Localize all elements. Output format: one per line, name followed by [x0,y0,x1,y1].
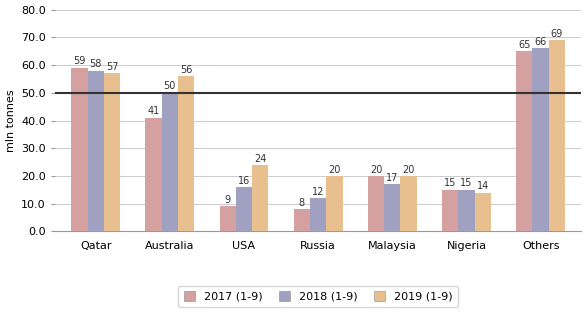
Text: 57: 57 [106,62,118,72]
Bar [442,190,458,232]
Bar [294,209,310,232]
Text: 56: 56 [180,65,193,75]
Bar [549,40,565,232]
Text: 66: 66 [535,37,546,47]
Bar [236,187,252,232]
Text: 15: 15 [444,178,456,189]
Bar [178,76,194,232]
Text: 24: 24 [254,154,266,163]
Bar [368,176,384,232]
Text: 41: 41 [147,106,160,116]
Text: 17: 17 [386,173,399,183]
Text: 8: 8 [299,198,305,208]
Bar [384,184,400,232]
Bar [516,51,532,232]
Text: 16: 16 [238,176,250,186]
Bar [71,68,87,232]
Bar [326,176,343,232]
Bar [458,190,475,232]
Bar [87,71,104,232]
Text: 15: 15 [460,178,473,189]
Text: 12: 12 [312,187,325,197]
Text: 20: 20 [328,165,340,175]
Bar [146,118,161,232]
Bar [400,176,417,232]
Bar [252,165,268,232]
Legend: 2017 (1-9), 2018 (1-9), 2019 (1-9): 2017 (1-9), 2018 (1-9), 2019 (1-9) [178,286,458,308]
Text: 9: 9 [225,195,231,205]
Bar [310,198,326,232]
Y-axis label: mln tonnes: mln tonnes [5,89,16,152]
Bar [532,48,549,232]
Text: 59: 59 [73,56,86,66]
Text: 58: 58 [89,59,102,69]
Text: 65: 65 [518,40,531,50]
Text: 69: 69 [551,29,563,39]
Bar [220,206,236,232]
Text: 20: 20 [370,165,382,175]
Text: 20: 20 [403,165,415,175]
Bar [475,193,491,232]
Text: 14: 14 [477,181,489,191]
Bar [104,73,120,232]
Text: 50: 50 [164,81,176,91]
Bar [161,93,178,232]
